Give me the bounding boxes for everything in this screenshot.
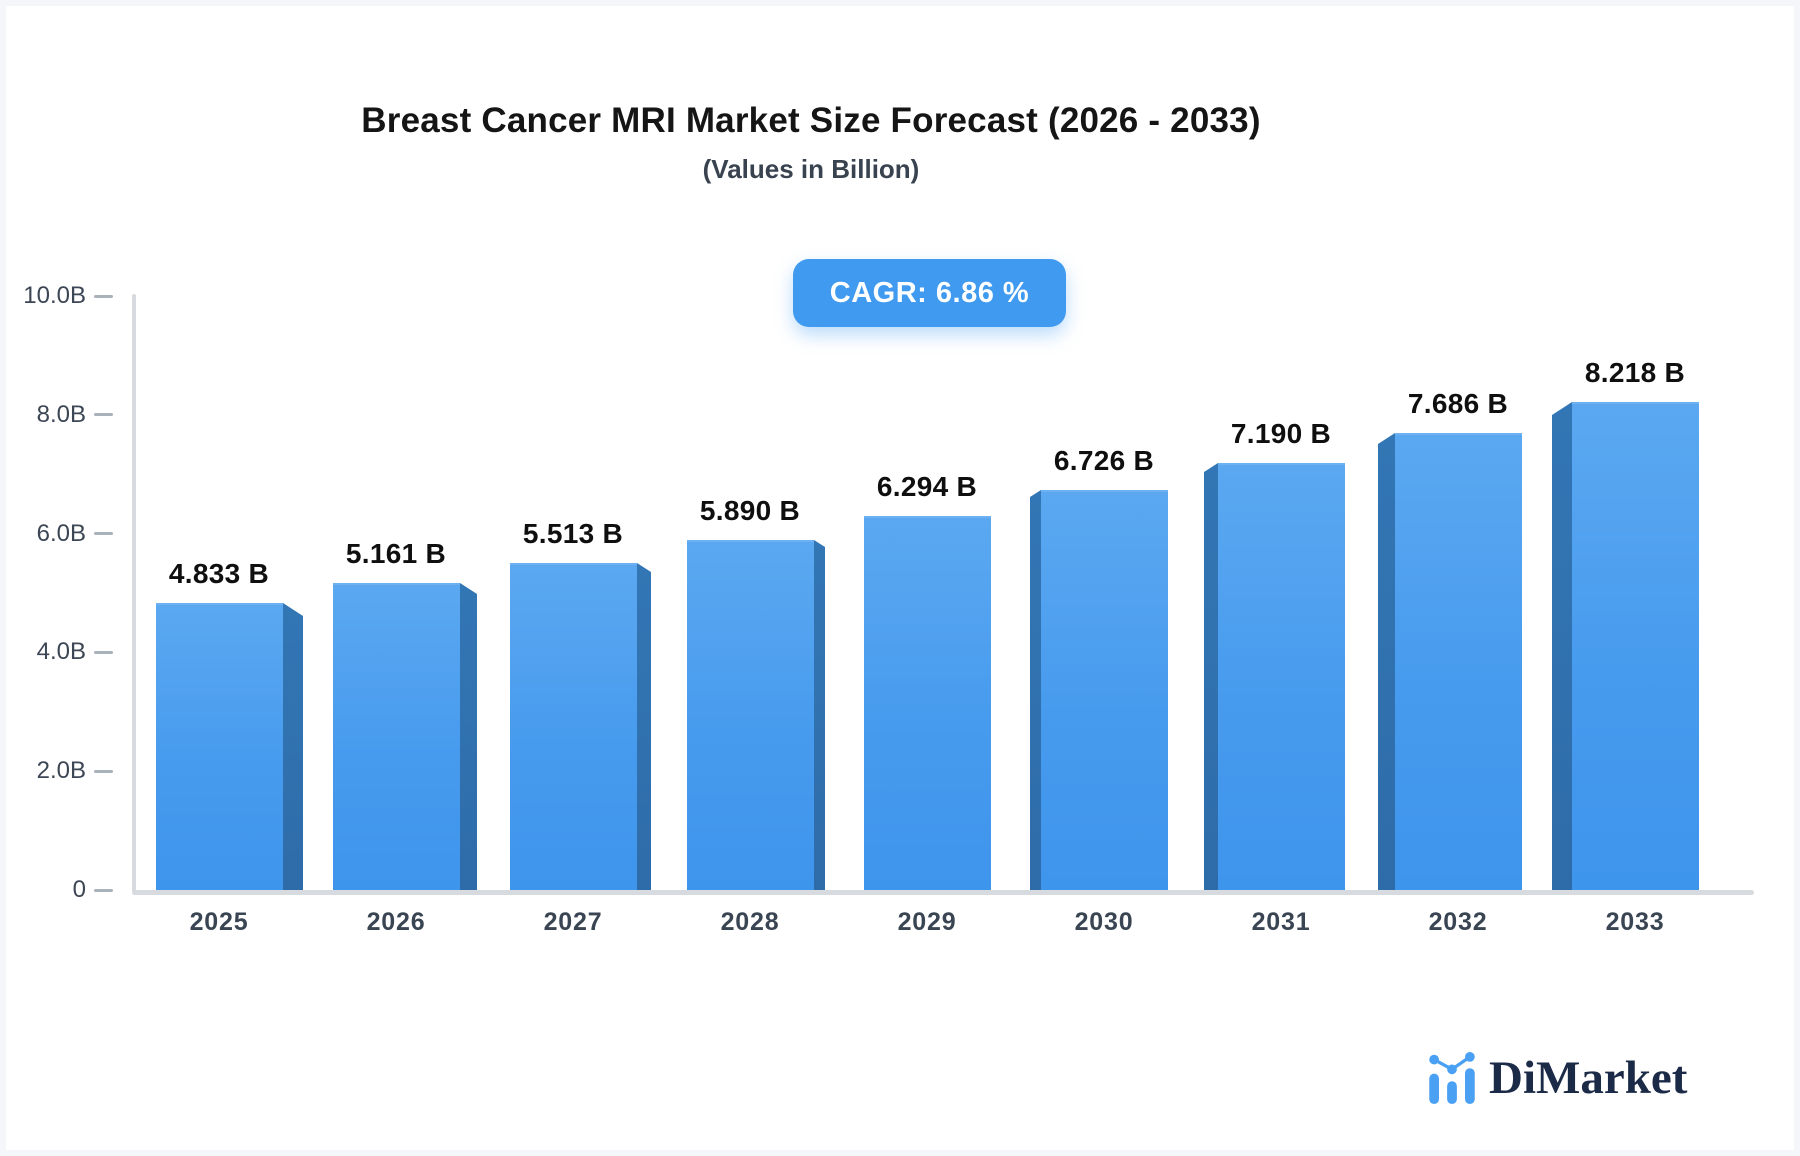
bar-2033 <box>1572 402 1699 890</box>
bar-2030 <box>1041 490 1168 890</box>
bar-side-2032 <box>1378 433 1395 890</box>
brand-logo: DiMarket <box>1428 1044 1687 1104</box>
bar-value-label-2033: 8.218 B <box>1584 357 1686 388</box>
y-tick-label: 4.0B <box>36 638 86 666</box>
chart-subtitle: (Values in Billion) <box>702 154 920 184</box>
chart-card: Breast Cancer MRI Market Size Forecast (… <box>6 6 1794 1150</box>
y-tick-label: 10.0B <box>23 282 86 309</box>
x-label-2028: 2028 <box>720 908 780 936</box>
bar-2032 <box>1395 433 1522 890</box>
cagr-badge: CAGR: 6.86 % <box>793 259 1066 327</box>
bar-side-2026 <box>460 583 477 890</box>
y-axis-line <box>132 294 136 892</box>
y-tick-label: 6.0B <box>36 519 86 547</box>
y-tick-label: 8.0B <box>36 400 86 428</box>
y-tick-mark <box>94 413 113 417</box>
bar-side-2025 <box>283 603 303 890</box>
bar-side-2027 <box>637 563 651 890</box>
bar-2026 <box>333 583 460 890</box>
bar-side-2031 <box>1204 463 1218 890</box>
brand-name: DiMarket <box>1489 1052 1688 1104</box>
x-label-2027: 2027 <box>543 908 603 936</box>
y-tick-mark <box>94 888 113 892</box>
bar-side-2033 <box>1552 402 1572 890</box>
chart-title: Breast Cancer MRI Market Size Forecast (… <box>361 101 1261 140</box>
y-tick-mark <box>94 294 113 298</box>
x-axis-line <box>132 890 1754 895</box>
y-tick-mark <box>94 532 113 536</box>
x-label-2033: 2033 <box>1605 908 1665 936</box>
bar-chart-logo-icon <box>1429 1052 1475 1104</box>
bar-2031 <box>1218 463 1345 890</box>
bar-value-label-2030: 6.726 B <box>1053 445 1155 476</box>
bar-value-label-2026: 5.161 B <box>345 538 447 569</box>
bar-value-label-2027: 5.513 B <box>522 518 624 549</box>
bar-value-label-2031: 7.190 B <box>1230 418 1332 449</box>
x-label-2031: 2031 <box>1251 908 1311 936</box>
bar-value-label-2032: 7.686 B <box>1407 388 1509 419</box>
x-label-2029: 2029 <box>897 908 957 936</box>
bar-value-label-2025: 4.833 B <box>168 558 270 589</box>
bar-value-label-2029: 6.294 B <box>876 471 978 502</box>
bar-2027 <box>510 563 637 890</box>
bar-2025 <box>156 603 283 890</box>
x-label-2032: 2032 <box>1428 908 1488 936</box>
y-tick-label: 2.0B <box>36 757 86 785</box>
bar-side-2028 <box>814 540 825 890</box>
x-label-2030: 2030 <box>1074 908 1134 936</box>
x-label-2026: 2026 <box>366 908 426 936</box>
bar-value-label-2028: 5.890 B <box>699 495 801 526</box>
x-label-2025: 2025 <box>189 908 249 936</box>
bar-2029 <box>864 516 991 890</box>
bar-2028 <box>687 540 814 890</box>
y-tick-mark <box>94 769 113 773</box>
y-tick-mark <box>94 650 113 654</box>
y-tick-label: 0 <box>72 876 86 903</box>
bar-side-2030 <box>1030 490 1041 890</box>
